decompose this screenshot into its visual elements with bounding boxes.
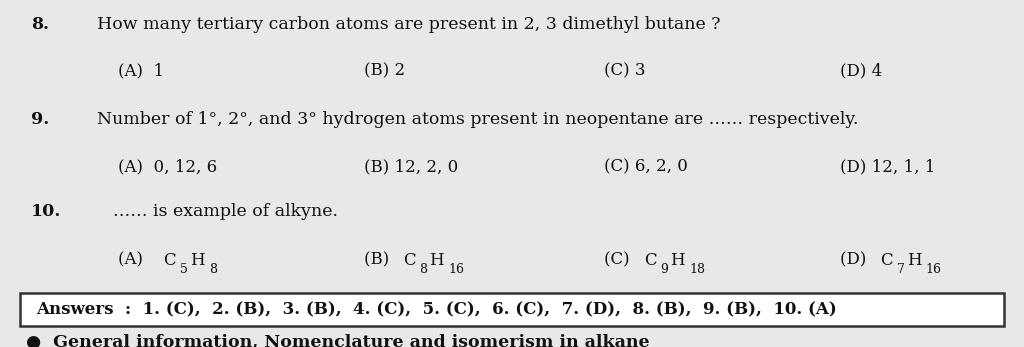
Text: H: H: [671, 252, 685, 269]
Text: C: C: [164, 252, 176, 269]
Text: H: H: [190, 252, 205, 269]
Text: (B) 12, 2, 0: (B) 12, 2, 0: [364, 158, 458, 175]
Text: H: H: [907, 252, 922, 269]
Text: 16: 16: [449, 263, 464, 276]
Text: (C): (C): [604, 252, 635, 269]
Text: Number of 1°, 2°, and 3° hydrogen atoms present in neopentane are …… respectivel: Number of 1°, 2°, and 3° hydrogen atoms …: [97, 111, 859, 128]
Text: (D): (D): [840, 252, 871, 269]
Text: (D) 12, 1, 1: (D) 12, 1, 1: [840, 158, 935, 175]
Text: 5: 5: [180, 263, 187, 276]
Text: 18: 18: [689, 263, 706, 276]
Text: 9: 9: [660, 263, 669, 276]
Text: (A)  1: (A) 1: [118, 62, 164, 79]
Text: H: H: [429, 252, 444, 269]
Text: Answers  :  1. (C),  2. (B),  3. (B),  4. (C),  5. (C),  6. (C),  7. (D),  8. (B: Answers : 1. (C), 2. (B), 3. (B), 4. (C)…: [36, 301, 837, 318]
Text: 10.: 10.: [31, 203, 61, 220]
Text: (D) 4: (D) 4: [840, 62, 882, 79]
Text: 9.: 9.: [31, 111, 49, 128]
Text: 16: 16: [926, 263, 942, 276]
Text: (C) 3: (C) 3: [604, 62, 646, 79]
Text: (B) 2: (B) 2: [364, 62, 404, 79]
Text: How many tertiary carbon atoms are present in 2, 3 dimethyl butane ?: How many tertiary carbon atoms are prese…: [97, 16, 721, 33]
Text: 8: 8: [209, 263, 217, 276]
Text: 8: 8: [419, 263, 427, 276]
Text: C: C: [644, 252, 656, 269]
Text: C: C: [881, 252, 893, 269]
Text: …… is example of alkyne.: …… is example of alkyne.: [113, 203, 338, 220]
Text: (A)  0, 12, 6: (A) 0, 12, 6: [118, 158, 217, 175]
Text: (A): (A): [118, 252, 154, 269]
Text: ●  General information, Nomenclature and isomerism in alkane: ● General information, Nomenclature and …: [26, 333, 649, 347]
Text: 7: 7: [897, 263, 904, 276]
Text: 8.: 8.: [31, 16, 49, 33]
FancyBboxPatch shape: [20, 293, 1004, 326]
Text: (B): (B): [364, 252, 394, 269]
Text: (C) 6, 2, 0: (C) 6, 2, 0: [604, 158, 688, 175]
Text: C: C: [402, 252, 416, 269]
